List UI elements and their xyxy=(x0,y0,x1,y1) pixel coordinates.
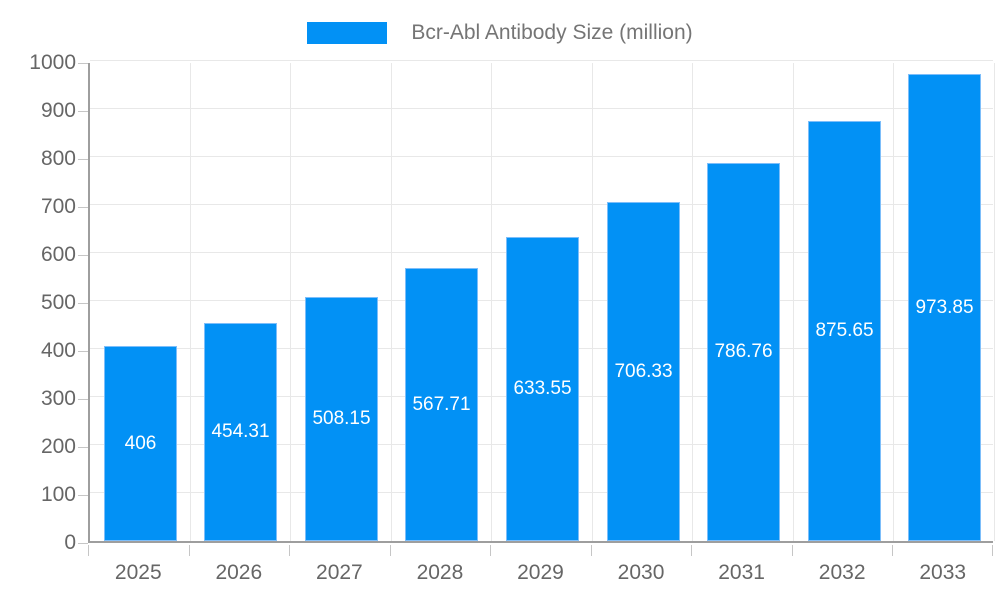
y-axis-tick xyxy=(78,159,88,160)
x-gridline xyxy=(792,63,794,541)
x-axis-tick xyxy=(992,545,993,556)
y-axis-label: 0 xyxy=(64,531,76,554)
x-axis-label-2026: 2026 xyxy=(215,561,263,584)
x-axis-label-2033: 2033 xyxy=(919,561,967,584)
bar-2031[interactable]: 786.76 xyxy=(707,163,780,541)
bar-2032[interactable]: 875.65 xyxy=(808,121,881,541)
y-gridline xyxy=(90,156,993,157)
y-axis-tick xyxy=(78,63,88,64)
x-axis-label-2032: 2032 xyxy=(818,561,866,584)
y-axis-tick xyxy=(78,351,88,352)
x-axis-label-2027: 2027 xyxy=(316,561,363,584)
bar-2029[interactable]: 633.55 xyxy=(506,237,579,541)
x-axis-label-2029: 2029 xyxy=(517,561,564,584)
bar-value-label: 786.76 xyxy=(714,341,773,362)
x-axis-tick xyxy=(691,545,693,556)
bar-2027[interactable]: 508.15 xyxy=(305,297,378,541)
x-axis-tick xyxy=(892,545,894,556)
y-axis-tick xyxy=(78,207,88,208)
bar-value-label: 454.31 xyxy=(211,421,270,442)
bar-value-label: 508.15 xyxy=(312,408,371,429)
x-axis-tick xyxy=(791,545,793,556)
bar-value-label: 973.85 xyxy=(915,296,974,318)
x-gridline xyxy=(491,63,493,541)
x-axis-tick xyxy=(389,545,391,556)
x-axis-tick xyxy=(289,545,291,556)
bar-2030[interactable]: 706.33 xyxy=(607,202,680,541)
y-gridline xyxy=(90,204,993,205)
y-gridline xyxy=(90,60,993,61)
x-axis-tick xyxy=(490,545,492,556)
x-gridline xyxy=(189,63,191,541)
x-axis-label-2030: 2030 xyxy=(617,561,665,584)
y-gridline xyxy=(90,108,993,109)
legend-label: Bcr-Abl Antibody Size (million) xyxy=(411,21,693,44)
bar-value-label: 706.33 xyxy=(614,360,673,382)
y-axis-tick xyxy=(78,399,88,400)
y-axis-label: 800 xyxy=(40,147,76,170)
x-axis-label-2025: 2025 xyxy=(114,561,162,584)
y-axis-label: 600 xyxy=(40,243,76,266)
y-axis-label: 300 xyxy=(40,387,76,410)
legend[interactable]: Bcr-Abl Antibody Size (million) xyxy=(0,12,1000,54)
bar-2033[interactable]: 973.85 xyxy=(908,74,981,541)
bar-2026[interactable]: 454.31 xyxy=(204,323,277,541)
y-axis-tick xyxy=(78,111,88,112)
bar-value-label: 633.55 xyxy=(513,378,572,399)
x-axis-tick xyxy=(188,545,190,556)
y-axis-label: 400 xyxy=(40,339,76,362)
y-axis-label: 100 xyxy=(40,483,76,506)
y-axis-label: 200 xyxy=(40,435,76,458)
y-axis-tick xyxy=(78,447,88,448)
x-axis-label-2031: 2031 xyxy=(718,561,765,584)
bar-value-label: 406 xyxy=(124,432,157,454)
x-gridline xyxy=(994,63,995,541)
x-axis-label-2028: 2028 xyxy=(416,561,464,584)
y-axis-label: 500 xyxy=(40,291,76,314)
x-gridline xyxy=(290,63,292,541)
x-gridline xyxy=(390,63,392,541)
y-axis-tick xyxy=(78,303,88,304)
y-axis-tick xyxy=(78,543,88,544)
x-gridline xyxy=(893,63,895,541)
x-axis-tick xyxy=(590,545,592,556)
y-axis-tick xyxy=(78,495,88,496)
plot-area: 406 454.31 508.15 567.71 633.55 706.33 786.76 8… xyxy=(88,60,995,543)
x-axis-tick xyxy=(88,545,89,556)
y-axis-tick xyxy=(78,255,88,256)
y-axis-label: 1000 xyxy=(29,51,76,74)
x-gridline xyxy=(692,63,694,541)
legend-swatch xyxy=(307,22,388,44)
bar-value-label: 875.65 xyxy=(815,320,874,341)
y-axis-label: 700 xyxy=(40,195,76,218)
bar-value-label: 567.71 xyxy=(412,393,471,415)
x-gridline xyxy=(591,63,593,541)
bar-2028[interactable]: 567.71 xyxy=(405,268,478,541)
bar-2025[interactable]: 406 xyxy=(104,346,177,541)
y-axis-label: 900 xyxy=(40,99,76,122)
